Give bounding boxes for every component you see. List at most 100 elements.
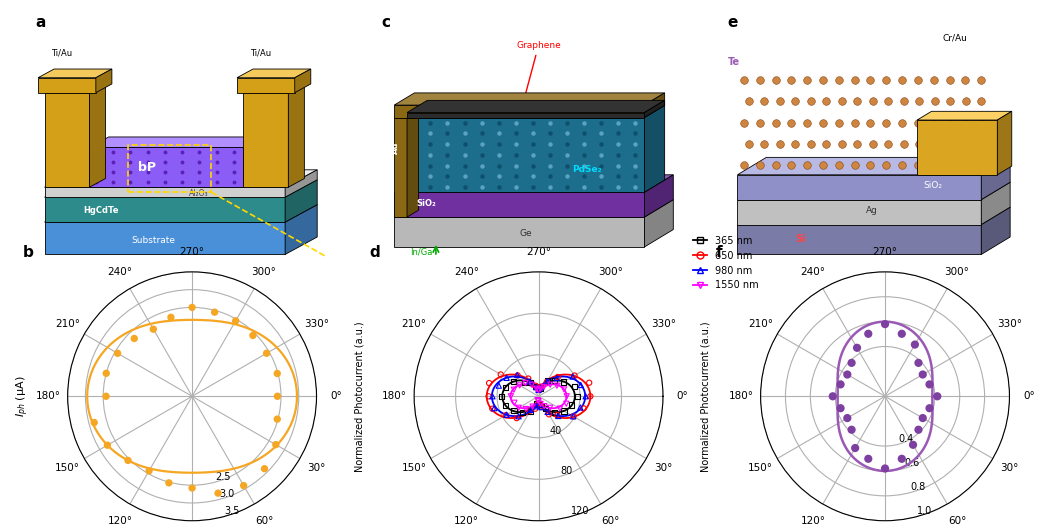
Point bbox=[498, 373, 515, 382]
Point bbox=[533, 402, 550, 411]
Polygon shape bbox=[96, 69, 112, 93]
Point bbox=[582, 392, 599, 400]
Polygon shape bbox=[237, 78, 295, 93]
Point bbox=[860, 330, 876, 338]
Point bbox=[847, 444, 864, 452]
Text: PdSe₂: PdSe₂ bbox=[572, 165, 602, 174]
Point bbox=[549, 411, 566, 419]
Polygon shape bbox=[244, 93, 288, 187]
Point bbox=[905, 441, 922, 449]
Point bbox=[509, 371, 526, 380]
Point bbox=[492, 370, 509, 379]
Point bbox=[145, 325, 162, 333]
Point bbox=[528, 385, 545, 393]
Point bbox=[565, 412, 582, 421]
Point bbox=[269, 369, 286, 378]
Point bbox=[235, 481, 252, 490]
Point bbox=[914, 414, 931, 422]
Point bbox=[532, 402, 549, 410]
Point bbox=[530, 386, 547, 394]
Polygon shape bbox=[285, 180, 317, 222]
Point bbox=[493, 392, 510, 400]
Point bbox=[539, 377, 555, 386]
Point bbox=[505, 378, 522, 386]
Point bbox=[532, 400, 549, 408]
Point bbox=[559, 392, 576, 400]
Polygon shape bbox=[44, 197, 285, 222]
Polygon shape bbox=[90, 147, 244, 187]
Point bbox=[535, 383, 552, 391]
Point bbox=[566, 371, 583, 380]
Point bbox=[517, 379, 534, 387]
Polygon shape bbox=[394, 175, 674, 192]
Point bbox=[540, 408, 557, 416]
Polygon shape bbox=[295, 69, 310, 93]
Text: Al₂O₃: Al₂O₃ bbox=[189, 189, 208, 198]
Point bbox=[510, 412, 527, 420]
Point bbox=[542, 403, 559, 412]
Polygon shape bbox=[44, 170, 317, 187]
Text: SiO₂: SiO₂ bbox=[924, 181, 943, 190]
Point bbox=[522, 377, 539, 386]
Point bbox=[555, 407, 572, 415]
Point bbox=[838, 414, 855, 422]
Point bbox=[513, 409, 530, 417]
Polygon shape bbox=[394, 200, 674, 217]
Point bbox=[581, 379, 598, 387]
Point bbox=[522, 407, 539, 415]
Point bbox=[99, 441, 116, 449]
Point bbox=[503, 392, 520, 400]
Point bbox=[541, 410, 558, 419]
Polygon shape bbox=[737, 225, 981, 255]
Point bbox=[530, 383, 547, 392]
Polygon shape bbox=[288, 84, 304, 187]
Point bbox=[921, 404, 938, 412]
Point bbox=[914, 370, 931, 379]
Point bbox=[529, 396, 546, 404]
Text: Normalized Photocurrent (a.u.): Normalized Photocurrent (a.u.) bbox=[701, 321, 711, 472]
Point bbox=[480, 392, 497, 400]
Polygon shape bbox=[407, 117, 644, 192]
Polygon shape bbox=[997, 112, 1012, 175]
Polygon shape bbox=[90, 137, 263, 147]
Point bbox=[530, 399, 547, 408]
Point bbox=[510, 403, 527, 412]
Point bbox=[825, 392, 842, 400]
Point bbox=[564, 372, 581, 381]
Point bbox=[566, 382, 583, 391]
Polygon shape bbox=[737, 175, 981, 200]
Point bbox=[539, 377, 555, 385]
Point bbox=[527, 382, 544, 390]
Point bbox=[530, 397, 547, 406]
Polygon shape bbox=[394, 117, 407, 217]
Point bbox=[506, 386, 523, 394]
Point bbox=[209, 489, 226, 498]
Point bbox=[527, 402, 544, 410]
Point bbox=[533, 403, 550, 411]
Point bbox=[527, 381, 544, 390]
Text: Substrate: Substrate bbox=[132, 236, 175, 245]
Point bbox=[490, 381, 507, 390]
Point bbox=[893, 330, 910, 338]
Polygon shape bbox=[737, 207, 1011, 225]
Polygon shape bbox=[981, 182, 1011, 225]
Point bbox=[486, 404, 503, 412]
Point bbox=[876, 464, 893, 473]
Point bbox=[906, 340, 923, 349]
Polygon shape bbox=[394, 192, 644, 217]
Point bbox=[569, 392, 586, 400]
Point bbox=[227, 317, 244, 325]
Polygon shape bbox=[244, 84, 304, 93]
Point bbox=[161, 479, 177, 487]
Point bbox=[506, 399, 523, 407]
Point bbox=[109, 349, 126, 358]
Point bbox=[532, 385, 549, 393]
Text: a: a bbox=[35, 15, 45, 31]
Polygon shape bbox=[644, 105, 664, 192]
Polygon shape bbox=[981, 157, 1011, 200]
Point bbox=[267, 440, 284, 449]
Point bbox=[98, 369, 115, 378]
Polygon shape bbox=[407, 100, 664, 113]
Point bbox=[563, 401, 580, 409]
Text: Te: Te bbox=[728, 57, 740, 67]
